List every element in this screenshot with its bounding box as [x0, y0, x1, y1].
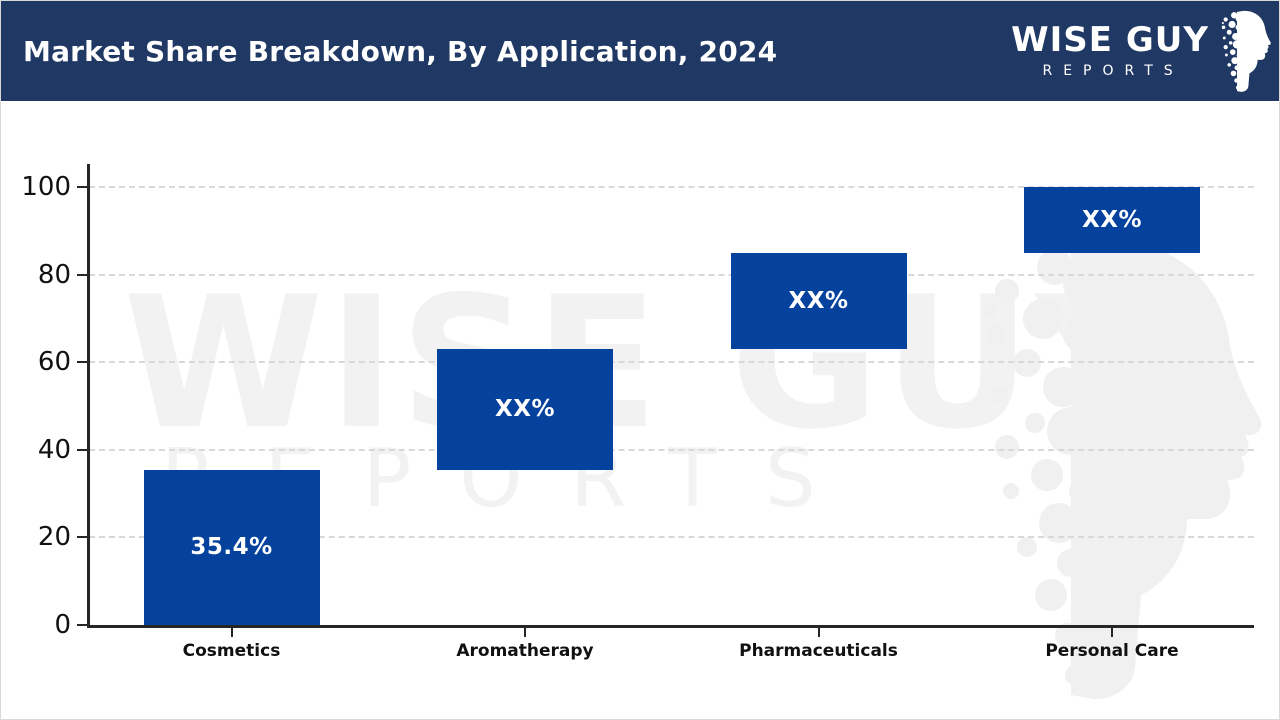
x-axis: [87, 625, 1254, 628]
category-label-2: Pharmaceuticals: [739, 641, 898, 661]
y-tick-20: [77, 536, 89, 539]
watermark-head-icon: [985, 242, 1262, 699]
x-tick-2: [817, 628, 820, 637]
y-tick-60: [77, 361, 89, 364]
gridline-60: [89, 361, 1254, 364]
logo-subtitle: REPORTS: [1042, 63, 1184, 79]
gridline-80: [89, 273, 1254, 276]
header-bar: Market Share Breakdown, By Application, …: [1, 1, 1279, 101]
category-label-1: Aromatherapy: [456, 641, 594, 661]
bar-value-label: 35.4%: [190, 534, 273, 561]
x-tick-3: [1111, 628, 1113, 637]
y-tick-label-80: 80: [37, 259, 71, 290]
y-tick-0: [77, 624, 89, 626]
y-axis: [87, 164, 90, 628]
category-label-3: Personal Care: [1045, 641, 1179, 661]
y-tick-label-60: 60: [37, 347, 71, 378]
gridline-20: [89, 536, 1254, 539]
bar-pharmaceuticals: XX%: [730, 252, 907, 350]
y-tick-80: [77, 273, 89, 276]
x-tick-0: [230, 628, 233, 637]
bar-value-label: XX%: [788, 287, 849, 314]
bar-aromatherapy: XX%: [437, 349, 613, 470]
wise-guy-logo: WISE GUY REPORTS: [1011, 5, 1275, 97]
bar-cosmetics: 35.4%: [143, 469, 320, 625]
y-tick-100: [77, 186, 89, 188]
gridline-100: [89, 186, 1254, 188]
x-tick-1: [524, 628, 526, 637]
logo-wordmark-block: WISE GUY REPORTS: [1011, 21, 1209, 79]
page-title: Market Share Breakdown, By Application, …: [23, 34, 778, 68]
y-tick-label-20: 20: [37, 522, 71, 553]
gridline-40: [89, 448, 1254, 451]
y-tick-label-0: 0: [54, 610, 71, 640]
y-tick-label-100: 100: [21, 172, 71, 202]
bar-value-label: XX%: [494, 396, 555, 423]
y-tick-40: [77, 448, 89, 451]
category-label-0: Cosmetics: [182, 641, 281, 661]
logo-wordmark: WISE GUY: [1011, 20, 1209, 60]
head-profile-icon: [1221, 10, 1271, 92]
y-tick-label-40: 40: [37, 434, 71, 465]
bar-value-label: XX%: [1081, 206, 1142, 233]
bar-personal-care: XX%: [1024, 187, 1200, 253]
